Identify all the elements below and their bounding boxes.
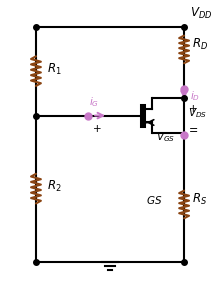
Text: $R_2$: $R_2$ [47,179,61,194]
Text: $R_D$: $R_D$ [192,37,208,52]
Text: $V_{DS}$: $V_{DS}$ [188,107,207,121]
Text: $GS$: $GS$ [146,194,162,205]
Text: $i_G$: $i_G$ [89,95,99,109]
Text: $-$: $-$ [188,125,198,135]
Text: $V_{DD}$: $V_{DD}$ [190,6,212,21]
Text: $V_{GS}$: $V_{GS}$ [156,130,176,144]
Text: $R_1$: $R_1$ [47,62,61,77]
Text: $+$: $+$ [188,103,198,114]
Text: $-$: $-$ [188,123,198,132]
Text: $R_S$: $R_S$ [192,192,207,207]
Text: $i_D$: $i_D$ [190,89,200,103]
Text: $+$: $+$ [92,123,102,134]
